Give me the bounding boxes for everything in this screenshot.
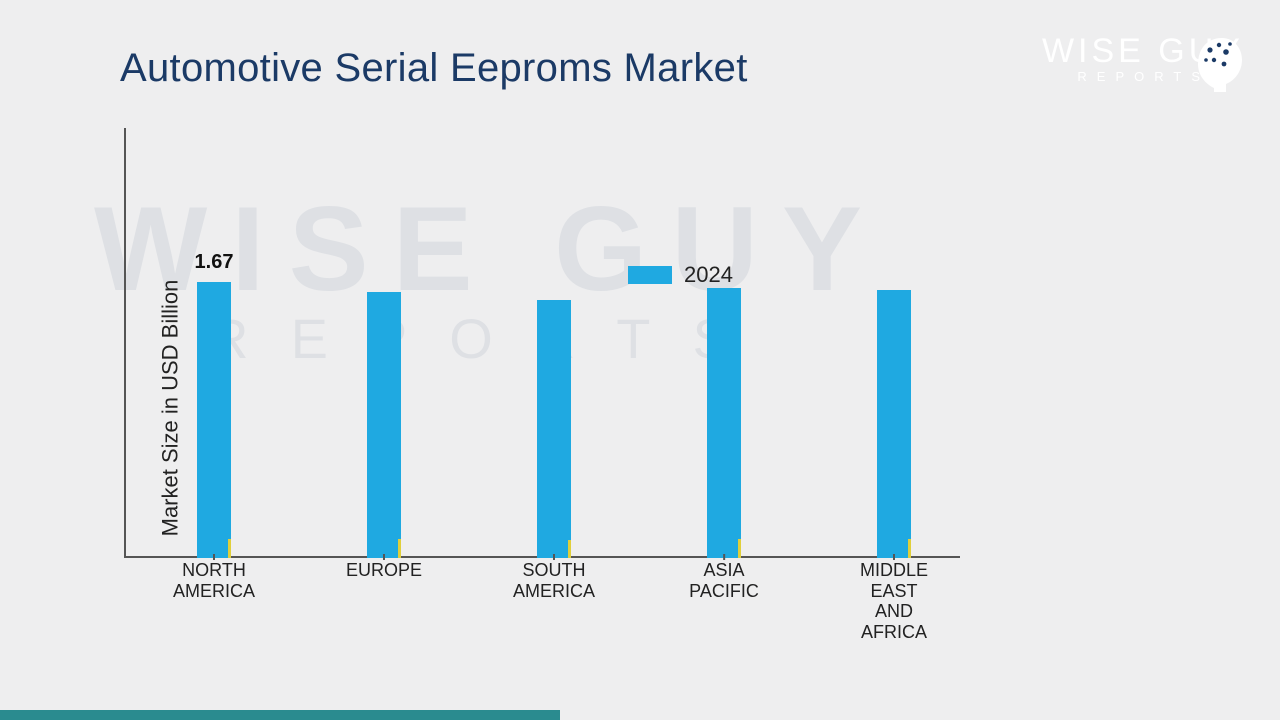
x-tick-label: MIDDLEEASTANDAFRICA bbox=[860, 560, 928, 643]
bar bbox=[197, 282, 231, 558]
bar bbox=[537, 300, 571, 558]
first-bar-value-label: 1.67 bbox=[195, 251, 234, 274]
x-ticks-container: NORTHAMERICA EUROPE SOUTHAMERICA ASIAPACIFI… bbox=[124, 560, 960, 680]
brand-head-icon bbox=[1192, 34, 1246, 94]
brand-logo: WISE GUY REPORTS bbox=[1008, 32, 1244, 84]
bar bbox=[877, 290, 911, 558]
x-tick-label: SOUTHAMERICA bbox=[513, 560, 595, 601]
chart-title: Automotive Serial Eeproms Market bbox=[120, 46, 748, 91]
bar bbox=[367, 292, 401, 558]
bottom-accent-bar bbox=[0, 710, 560, 720]
bar bbox=[707, 288, 741, 558]
bars-container bbox=[124, 128, 960, 558]
plot-area: 1.67 bbox=[124, 128, 960, 558]
x-tick-label: ASIAPACIFIC bbox=[689, 560, 759, 601]
x-tick-label: NORTHAMERICA bbox=[173, 560, 255, 601]
page: Automotive Serial Eeproms Market WISE GU… bbox=[0, 0, 1280, 720]
x-tick-label: EUROPE bbox=[346, 560, 422, 581]
bar-chart: Market Size in USD Billion 1.67 NORTHAME… bbox=[90, 128, 960, 688]
